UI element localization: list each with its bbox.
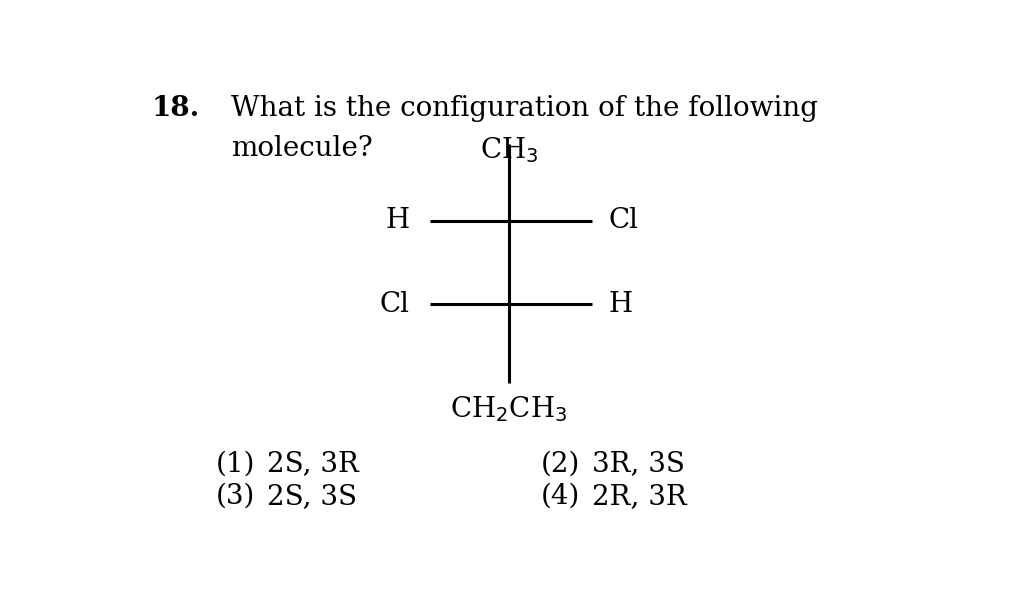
Text: Cl: Cl <box>608 207 638 234</box>
Text: 2S, 3R: 2S, 3R <box>267 450 358 477</box>
Text: (1): (1) <box>215 450 255 477</box>
Text: molecule?: molecule? <box>231 135 373 162</box>
Text: CH$_3$: CH$_3$ <box>479 135 539 164</box>
Text: H: H <box>386 207 410 234</box>
Text: (4): (4) <box>541 483 580 510</box>
Text: (2): (2) <box>541 450 580 477</box>
Text: H: H <box>608 291 632 317</box>
Text: 2R, 3R: 2R, 3R <box>592 483 687 510</box>
Text: (3): (3) <box>215 483 255 510</box>
Text: 3R, 3S: 3R, 3S <box>592 450 685 477</box>
Text: 18.: 18. <box>152 96 200 122</box>
Text: CH$_2$CH$_3$: CH$_2$CH$_3$ <box>451 394 567 424</box>
Text: Cl: Cl <box>380 291 410 317</box>
Text: What is the configuration of the following: What is the configuration of the followi… <box>231 96 818 122</box>
Text: 2S, 3S: 2S, 3S <box>267 483 357 510</box>
